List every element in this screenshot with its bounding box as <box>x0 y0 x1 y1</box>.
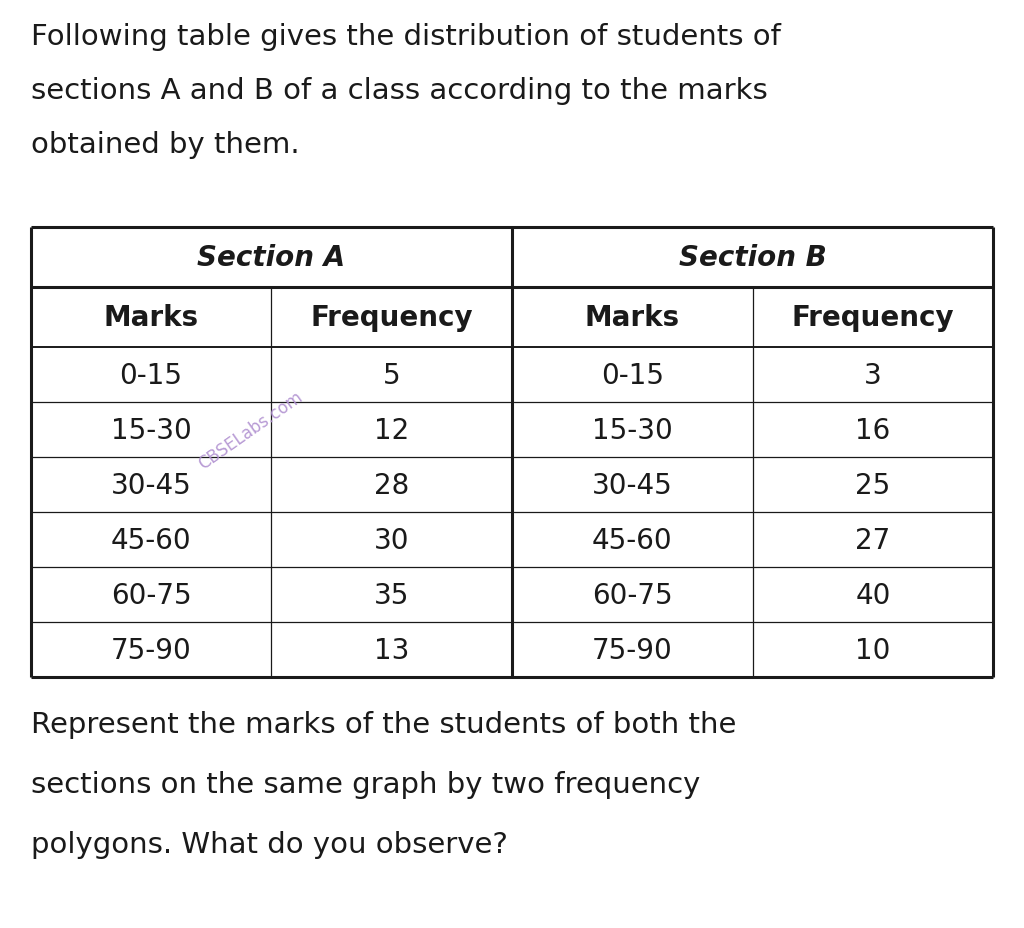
Text: 75-90: 75-90 <box>111 636 191 664</box>
Text: Marks: Marks <box>103 304 199 332</box>
Text: 45-60: 45-60 <box>592 526 673 554</box>
Text: 27: 27 <box>855 526 891 554</box>
Text: 16: 16 <box>855 417 891 445</box>
Text: Section B: Section B <box>679 243 826 272</box>
Text: Frequency: Frequency <box>792 304 954 332</box>
Text: 12: 12 <box>374 417 410 445</box>
Text: Marks: Marks <box>585 304 680 332</box>
Text: CBSELabs.com: CBSELabs.com <box>196 388 306 473</box>
Text: 35: 35 <box>374 581 410 609</box>
Text: Section A: Section A <box>198 243 345 272</box>
Text: Represent the marks of the students of both the: Represent the marks of the students of b… <box>31 710 736 738</box>
Text: 30: 30 <box>374 526 410 554</box>
Text: polygons. What do you observe?: polygons. What do you observe? <box>31 831 508 858</box>
Text: sections on the same graph by two frequency: sections on the same graph by two freque… <box>31 770 700 798</box>
Text: 15-30: 15-30 <box>592 417 673 445</box>
Text: 10: 10 <box>855 636 891 664</box>
Text: 25: 25 <box>855 471 891 499</box>
Text: 60-75: 60-75 <box>592 581 673 609</box>
Text: 30-45: 30-45 <box>111 471 191 499</box>
Text: 45-60: 45-60 <box>111 526 191 554</box>
Text: Frequency: Frequency <box>310 304 473 332</box>
Text: 5: 5 <box>383 362 400 390</box>
Text: 3: 3 <box>864 362 882 390</box>
Text: 15-30: 15-30 <box>111 417 191 445</box>
Text: 60-75: 60-75 <box>111 581 191 609</box>
Text: 28: 28 <box>374 471 410 499</box>
Text: 0-15: 0-15 <box>601 362 664 390</box>
Text: 13: 13 <box>374 636 410 664</box>
Text: obtained by them.: obtained by them. <box>31 131 299 159</box>
Text: 30-45: 30-45 <box>592 471 673 499</box>
Text: Following table gives the distribution of students of: Following table gives the distribution o… <box>31 23 780 51</box>
Text: 40: 40 <box>855 581 891 609</box>
Text: sections A and B of a class according to the marks: sections A and B of a class according to… <box>31 77 767 105</box>
Text: 75-90: 75-90 <box>592 636 673 664</box>
Text: 0-15: 0-15 <box>120 362 182 390</box>
